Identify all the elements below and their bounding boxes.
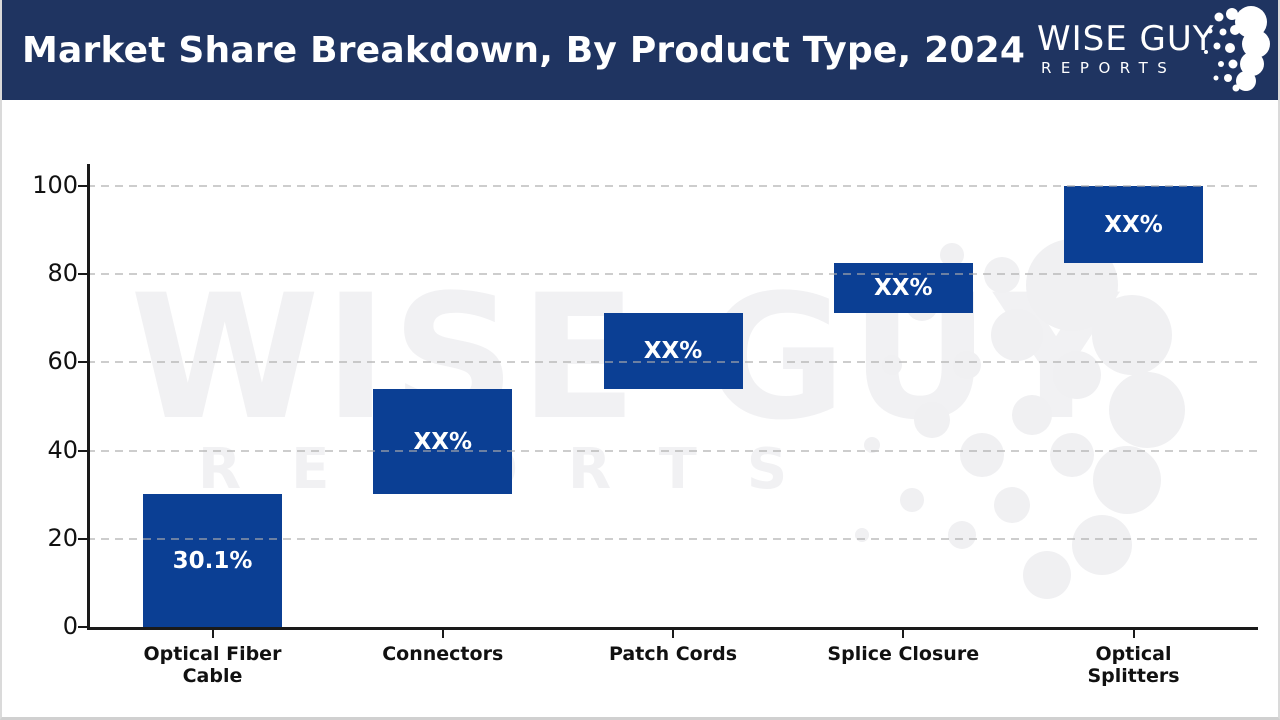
y-axis-tick-label: 0 [62, 612, 78, 640]
bar-value-label: XX% [1104, 211, 1163, 238]
y-axis-tick-label: 80 [47, 259, 78, 288]
brand-face-icon [1204, 6, 1270, 92]
y-axis-tick-mark [78, 537, 87, 540]
x-axis-category-label: Connectors [382, 643, 504, 665]
brand-wordmark: WISE GUY REPORTS [1037, 22, 1215, 77]
y-axis-tick-mark [78, 449, 87, 452]
y-gridline [87, 449, 1258, 452]
bar-segment: XX% [1064, 186, 1203, 264]
x-axis-category-label: Optical Fiber Cable [143, 643, 282, 687]
brand-subtitle: REPORTS [1041, 59, 1177, 77]
header-bar: Market Share Breakdown, By Product Type,… [2, 0, 1278, 100]
bar-value-label: XX% [643, 337, 703, 364]
y-axis-tick-mark [78, 361, 87, 364]
bar-segment: 30.1% [143, 494, 282, 627]
y-gridline [87, 185, 1258, 187]
bar-value-label: 30.1% [172, 547, 253, 574]
x-axis-tick-mark [1132, 630, 1135, 638]
bar-segment: XX% [603, 312, 743, 389]
y-gridline [87, 361, 1258, 364]
x-axis-category-label: Patch Cords [609, 643, 737, 665]
bar-value-label: XX% [873, 274, 933, 301]
y-axis-tick-mark [78, 273, 87, 276]
y-axis-line [87, 164, 90, 629]
x-axis-category-label: Splice Closure [827, 643, 980, 665]
y-axis-tick-mark [78, 185, 87, 187]
x-axis-tick-mark [441, 630, 444, 638]
x-axis-category-label: Optical Splitters [1087, 643, 1180, 687]
bar-segment: XX% [833, 263, 973, 313]
y-gridline [87, 537, 1258, 540]
watermark-face-icon [855, 239, 1185, 599]
y-axis-tick-label: 60 [47, 347, 78, 376]
x-axis-line [87, 627, 1258, 630]
brand-logo: WISE GUY REPORTS [1002, 4, 1270, 96]
y-axis-tick-mark [78, 626, 87, 628]
bar-segment: XX% [373, 388, 513, 495]
x-axis-tick-mark [211, 630, 214, 638]
brand-name: WISE GUY [1037, 19, 1215, 59]
y-gridline [87, 273, 1258, 276]
x-axis-tick-mark [672, 630, 674, 638]
y-axis-tick-label: 20 [47, 523, 78, 552]
x-axis-tick-mark [902, 630, 905, 638]
y-axis-tick-label: 100 [32, 171, 78, 199]
page-title: Market Share Breakdown, By Product Type,… [22, 29, 1026, 71]
y-axis-tick-label: 40 [47, 435, 78, 464]
